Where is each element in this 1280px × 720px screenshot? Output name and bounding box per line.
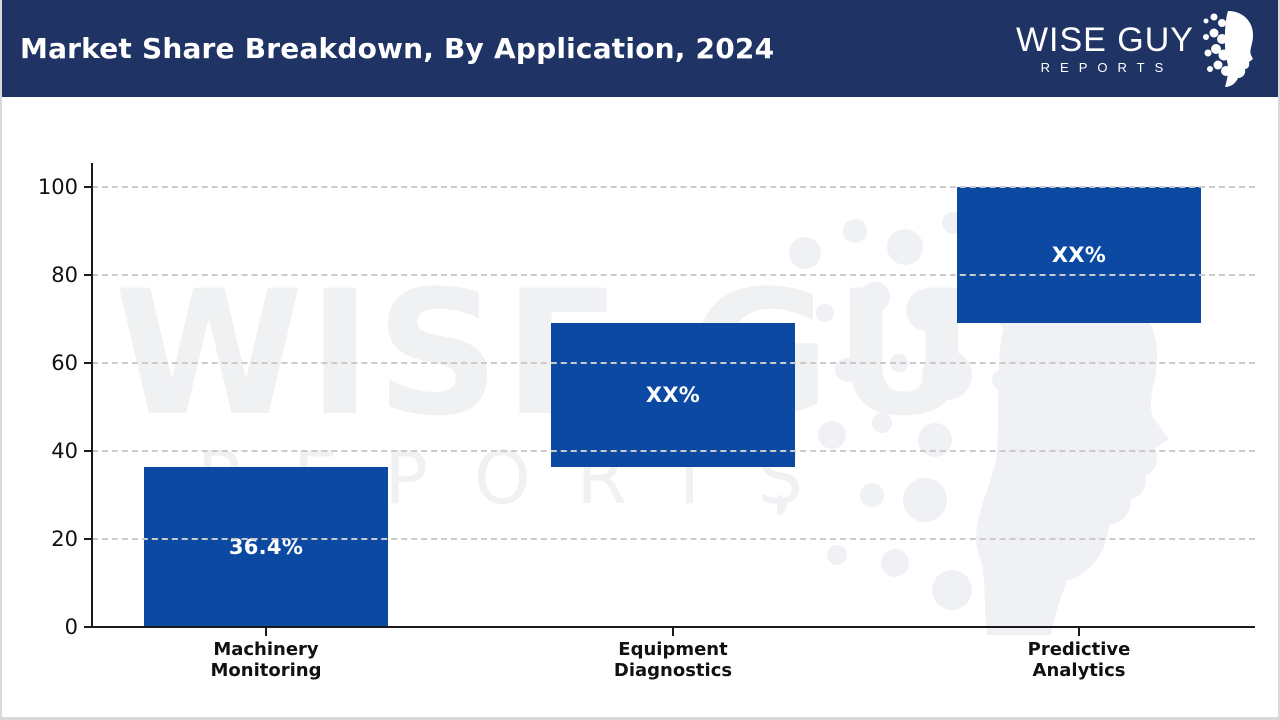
y-tick-label: 0 — [64, 615, 78, 639]
gridline — [92, 186, 1255, 188]
y-tick-label: 40 — [51, 439, 78, 463]
y-tick-label: 60 — [51, 351, 78, 375]
header-bar: Market Share Breakdown, By Application, … — [2, 0, 1278, 97]
bar-value-label: XX% — [1051, 242, 1107, 267]
page-title: Market Share Breakdown, By Application, … — [20, 32, 775, 65]
y-axis-line — [91, 163, 93, 628]
x-axis-line — [91, 626, 1255, 628]
face-profile-icon — [1203, 10, 1254, 87]
brand-logo: WISE GUY REPORTS — [1016, 9, 1254, 89]
category-label: Machinery Monitoring — [210, 639, 322, 681]
bar-value-label: XX% — [645, 382, 701, 407]
gridline — [92, 274, 1255, 276]
x-tick — [1078, 628, 1080, 636]
x-tick — [672, 628, 674, 636]
bar-segment: XX% — [551, 322, 795, 467]
gridline — [92, 538, 1255, 540]
y-tick-label: 100 — [37, 175, 78, 199]
y-tick — [84, 186, 91, 188]
brand-subtitle: REPORTS — [1040, 60, 1174, 75]
category-label: Predictive Analytics — [1027, 639, 1131, 681]
gridline — [92, 362, 1255, 364]
gridline — [92, 450, 1255, 452]
y-tick — [84, 450, 91, 452]
bar-segment: 36.4% — [144, 466, 388, 627]
bar-segment: XX% — [957, 187, 1201, 323]
brand-logo-text: WISE GUY REPORTS — [1016, 23, 1194, 74]
brand-name: WISE GUY — [1015, 21, 1194, 59]
y-tick — [84, 362, 91, 364]
y-tick — [84, 626, 91, 628]
category-label: Equipment Diagnostics — [613, 639, 733, 681]
x-tick — [265, 628, 267, 636]
y-tick-label: 20 — [51, 527, 78, 551]
y-tick-label: 80 — [51, 263, 78, 287]
y-tick — [84, 274, 91, 276]
y-tick — [84, 538, 91, 540]
